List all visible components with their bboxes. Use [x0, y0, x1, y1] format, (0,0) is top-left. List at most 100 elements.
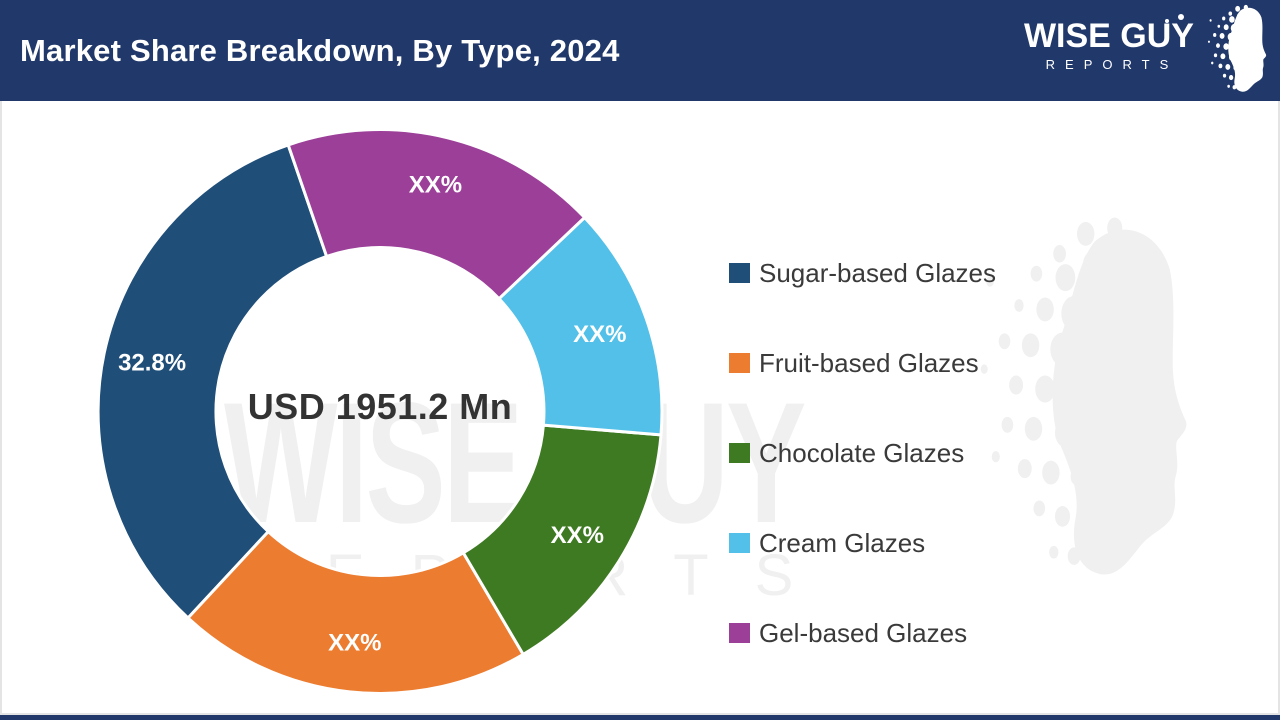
- face-dot: [1227, 32, 1235, 41]
- face-dot: [1228, 11, 1233, 16]
- face-dot: [1230, 23, 1238, 33]
- face-dot: [1036, 297, 1054, 322]
- face-dot: [1225, 64, 1231, 70]
- legend-label-gel-based-glazes: Gel-based Glazes: [759, 618, 968, 648]
- legend-item-sugar-based-glazes: Sugar-based Glazes: [729, 253, 996, 293]
- face-dot: [1077, 221, 1095, 246]
- face-dot: [1017, 459, 1032, 479]
- legend-swatch-cream-glazes: [729, 533, 750, 553]
- face-dot: [1222, 73, 1227, 78]
- face-dot: [1236, 12, 1244, 21]
- face-dot: [1055, 264, 1076, 292]
- face-dot: [1117, 333, 1130, 350]
- face-dot: [1053, 245, 1066, 263]
- face-dot: [1009, 375, 1024, 395]
- legend-item-cream-glazes: Cream Glazes: [729, 523, 996, 563]
- face-dot: [1001, 416, 1014, 433]
- face-dot: [1231, 43, 1239, 52]
- face-dot: [1065, 377, 1089, 409]
- face-dot: [1114, 245, 1133, 270]
- face-dot: [1211, 61, 1214, 65]
- legend-swatch-fruit-based-glazes: [729, 353, 750, 373]
- face-dot: [1241, 43, 1246, 48]
- face-dot: [1033, 500, 1046, 517]
- face-dot: [1222, 16, 1226, 21]
- face-dot: [1054, 506, 1071, 527]
- face-dot: [1232, 85, 1237, 90]
- chart-legend: Sugar-based Glazes Fruit-based Glazes Choc…: [729, 253, 996, 703]
- footer-accent-bar: [0, 715, 1280, 720]
- face-dot: [1246, 33, 1250, 37]
- logo-subtitle: REPORTS: [1045, 57, 1179, 72]
- face-dot: [1067, 547, 1081, 565]
- logo-wordmark: WISE GUY: [1023, 17, 1194, 55]
- watermark-face-icon: [980, 217, 1187, 575]
- face-dot: [1082, 249, 1106, 282]
- face-dot: [1099, 375, 1113, 395]
- face-dot: [1061, 295, 1087, 331]
- legend-item-fruit-based-glazes: Fruit-based Glazes: [729, 343, 996, 383]
- face-dot: [991, 451, 1000, 463]
- page-title: Market Share Breakdown, By Type, 2024: [20, 32, 620, 68]
- face-dot: [1096, 291, 1116, 320]
- face-dot: [1218, 63, 1223, 69]
- face-dot: [1227, 84, 1230, 88]
- face-dot: [1223, 24, 1229, 31]
- face-dot: [1024, 416, 1043, 441]
- legend-swatch-sugar-based-glazes: [729, 263, 750, 283]
- face-dot: [1240, 22, 1247, 30]
- face-dot: [1228, 53, 1235, 61]
- legend-label-chocolate-glazes: Chocolate Glazes: [759, 438, 965, 468]
- face-dot: [1219, 33, 1225, 39]
- face-dot: [998, 333, 1011, 350]
- legend-label-fruit-based-glazes: Fruit-based Glazes: [759, 348, 979, 378]
- face-dot: [1209, 19, 1212, 22]
- legend-item-chocolate-glazes: Chocolate Glazes: [729, 433, 996, 473]
- legend-swatch-gel-based-glazes: [729, 623, 750, 643]
- face-dot: [1237, 34, 1243, 41]
- face-dot: [1107, 217, 1123, 239]
- face-dot: [1223, 43, 1229, 50]
- header-bar: Market Share Breakdown, By Type, 2024 WI…: [0, 0, 1280, 101]
- face-dot: [1014, 299, 1024, 312]
- face-dot: [1035, 375, 1055, 403]
- legend-item-gel-based-glazes: Gel-based Glazes: [729, 613, 996, 653]
- face-dot: [1128, 287, 1142, 308]
- face-dot: [1054, 418, 1076, 448]
- face-dot: [1236, 76, 1240, 81]
- wise-guy-logo-text: WISE GUY REPORTS: [1023, 14, 1194, 72]
- face-dot: [1021, 333, 1040, 358]
- legend-label-cream-glazes: Cream Glazes: [759, 528, 926, 558]
- face-dot: [1030, 265, 1043, 282]
- face-dot: [986, 276, 994, 287]
- face-dot: [1050, 332, 1075, 366]
- face-dot: [1228, 75, 1234, 81]
- face-dot: [1220, 53, 1226, 60]
- face-dot: [1237, 55, 1242, 61]
- face-dot: [1084, 427, 1099, 447]
- legend-label-sugar-based-glazes: Sugar-based Glazes: [759, 258, 997, 288]
- wise-guy-face-icon: [1207, 4, 1267, 92]
- face-dot: [980, 364, 988, 374]
- face-dot: [1245, 11, 1251, 18]
- face-dot: [1216, 43, 1220, 48]
- face-dot: [1079, 512, 1092, 529]
- face-dot: [1249, 21, 1254, 27]
- face-dot: [1213, 33, 1217, 37]
- face-dot: [1217, 24, 1221, 28]
- wise-guy-logo: WISE GUY REPORTS: [1024, 3, 1268, 98]
- face-dot: [1229, 16, 1235, 23]
- face-dot: [1207, 40, 1210, 43]
- logo-accent-dots: [1178, 14, 1184, 20]
- face-dot: [1233, 65, 1238, 71]
- face-dot: [1213, 53, 1218, 58]
- face-dot: [1085, 341, 1104, 366]
- face-dot: [1235, 5, 1241, 12]
- face-dot: [1070, 467, 1084, 486]
- donut-center-value: USD 1951.2 Mn: [247, 386, 513, 428]
- face-dot: [1049, 545, 1059, 559]
- face-dot: [1243, 4, 1248, 10]
- face-dot: [1042, 460, 1060, 485]
- legend-swatch-chocolate-glazes: [729, 443, 750, 463]
